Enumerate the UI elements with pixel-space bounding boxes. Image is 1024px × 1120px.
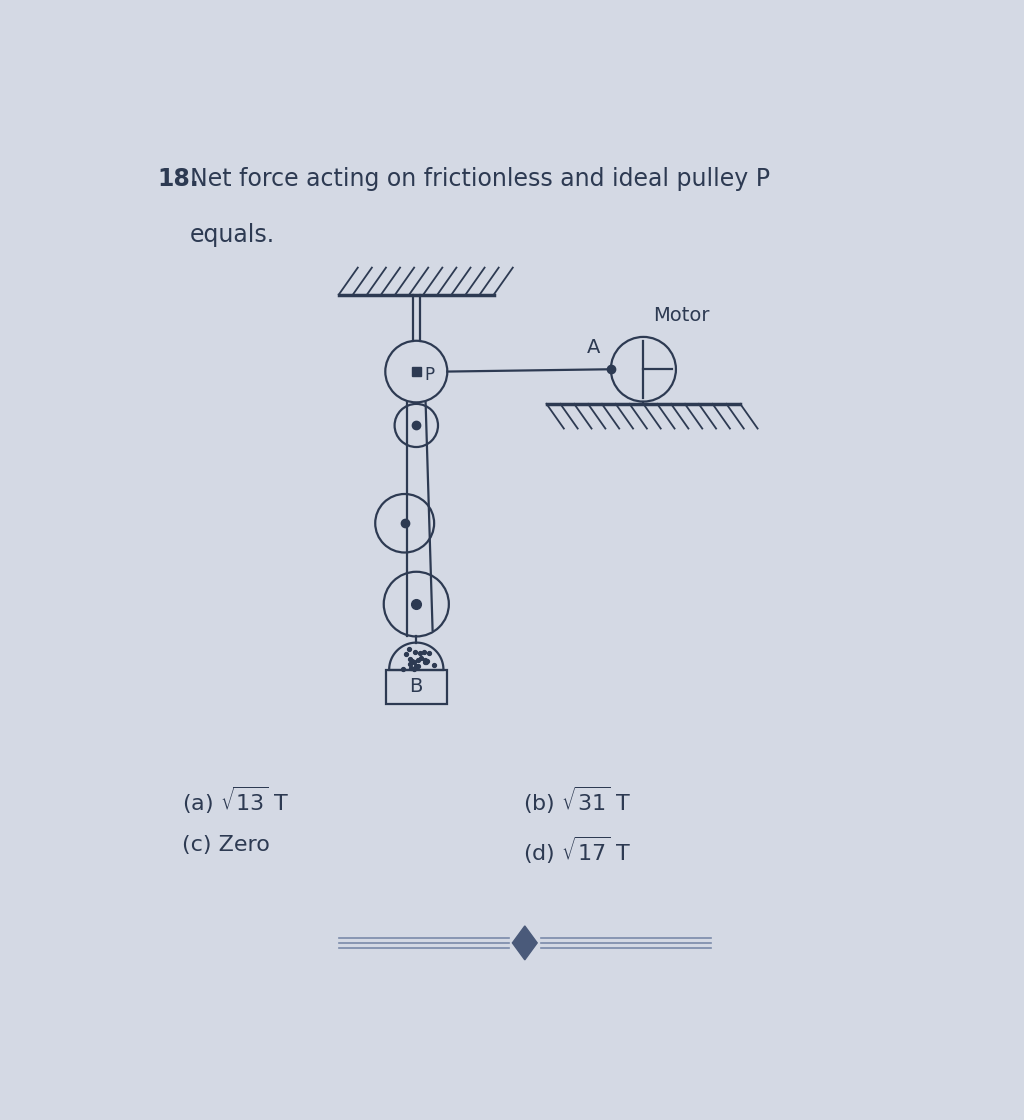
Text: equals.: equals.: [190, 223, 275, 246]
Text: (b) $\sqrt{31}$ T: (b) $\sqrt{31}$ T: [523, 785, 632, 816]
Text: (d) $\sqrt{17}$ T: (d) $\sqrt{17}$ T: [523, 836, 632, 867]
Text: A: A: [587, 338, 600, 357]
Text: 18.: 18.: [158, 167, 200, 190]
Text: B: B: [410, 678, 423, 697]
Polygon shape: [512, 926, 538, 960]
Text: (c) Zero: (c) Zero: [182, 836, 270, 855]
Text: Net force acting on frictionless and ideal pulley P: Net force acting on frictionless and ide…: [190, 167, 770, 190]
Text: P: P: [424, 366, 434, 384]
Text: Motor: Motor: [652, 307, 710, 325]
Text: (a) $\sqrt{13}$ T: (a) $\sqrt{13}$ T: [182, 785, 290, 816]
Bar: [386, 670, 446, 704]
Bar: [412, 367, 421, 376]
